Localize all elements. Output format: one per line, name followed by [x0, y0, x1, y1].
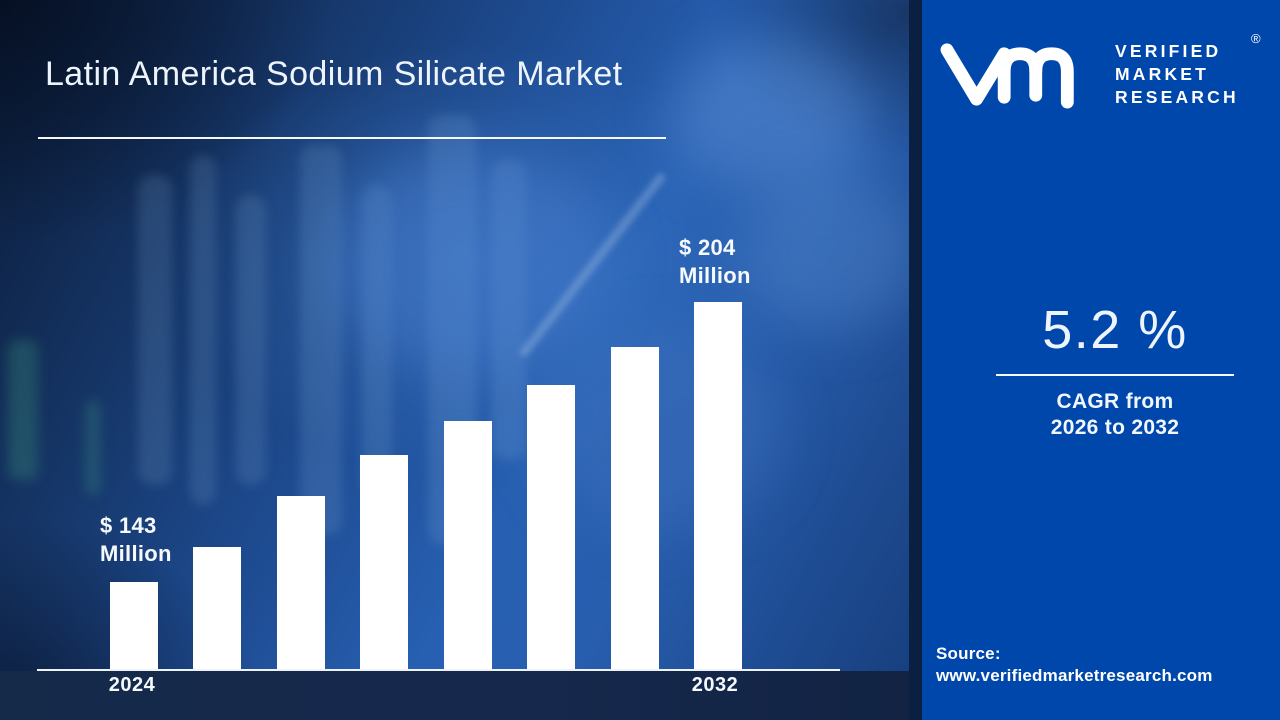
value-label-line: Million — [100, 541, 172, 566]
panel-divider — [909, 0, 922, 720]
green-vial-shape — [8, 340, 38, 480]
cagr-underline — [996, 374, 1234, 376]
test-tube-shape — [492, 160, 526, 460]
x-tick-2032: 2032 — [691, 674, 739, 696]
brand-line: RESEARCH — [1115, 87, 1239, 107]
cagr-caption-line2: 2026 to 2032 — [1050, 416, 1180, 439]
bar-2 — [193, 547, 241, 670]
brand-line: MARKET — [1115, 64, 1210, 84]
x-tick-2024: 2024 — [108, 674, 156, 696]
bar-7 — [611, 347, 659, 670]
green-vial-shape — [86, 400, 100, 495]
test-tube-shape — [236, 195, 266, 485]
value-label-line: Million — [679, 263, 751, 288]
test-tube-shape — [138, 175, 172, 485]
below-axis-band — [0, 671, 909, 720]
bar-chart: $ 143 Million $ 204 Million 2024 2032 — [0, 234, 909, 720]
bar-5 — [444, 421, 492, 670]
cagr-caption-line1: CAGR from — [1056, 390, 1174, 413]
value-label-line: $ 204 — [679, 235, 736, 260]
test-tube-shape — [190, 155, 216, 505]
vmr-monogram-icon — [940, 43, 1074, 109]
bar-4 — [360, 455, 408, 670]
value-label-last-bar: $ 204 Million — [679, 234, 751, 290]
test-tube-shape — [362, 185, 392, 495]
brand-line: VERIFIED — [1115, 41, 1222, 61]
value-label-first-bar: $ 143 Million — [100, 512, 172, 568]
chart-panel: Latin America Sodium Silicate Market $ 1… — [0, 0, 909, 720]
vmr-logo: VERIFIED MARKET RESEARCH ® — [922, 0, 1280, 130]
bar-8 — [694, 302, 742, 670]
info-sidebar: VERIFIED MARKET RESEARCH ® 5.2 % CAGR fr… — [922, 0, 1280, 720]
test-tube-shape — [300, 145, 342, 535]
lab-glass-highlight — [330, 150, 610, 370]
value-label-line: $ 143 — [100, 513, 157, 538]
cagr-value: 5.2 % — [1042, 300, 1188, 360]
source-label: Source: — [936, 644, 1001, 663]
brand-wordmark: VERIFIED MARKET RESEARCH — [1115, 40, 1239, 109]
glove-hand-shape — [670, 40, 870, 190]
glove-hand-shape — [740, 170, 909, 330]
page-title: Latin America Sodium Silicate Market — [45, 55, 623, 93]
source-url: www.verifiedmarketresearch.com — [936, 666, 1213, 685]
registered-trademark-icon: ® — [1251, 31, 1261, 46]
x-axis-line — [37, 669, 840, 671]
bar-6 — [527, 385, 575, 670]
bar-1 — [110, 582, 158, 670]
source-block: Source: www.verifiedmarketresearch.com — [936, 643, 1213, 687]
bar-3 — [277, 496, 325, 670]
title-underline — [38, 137, 666, 139]
cagr-block: 5.2 % CAGR from 2026 to 2032 — [936, 300, 1280, 441]
